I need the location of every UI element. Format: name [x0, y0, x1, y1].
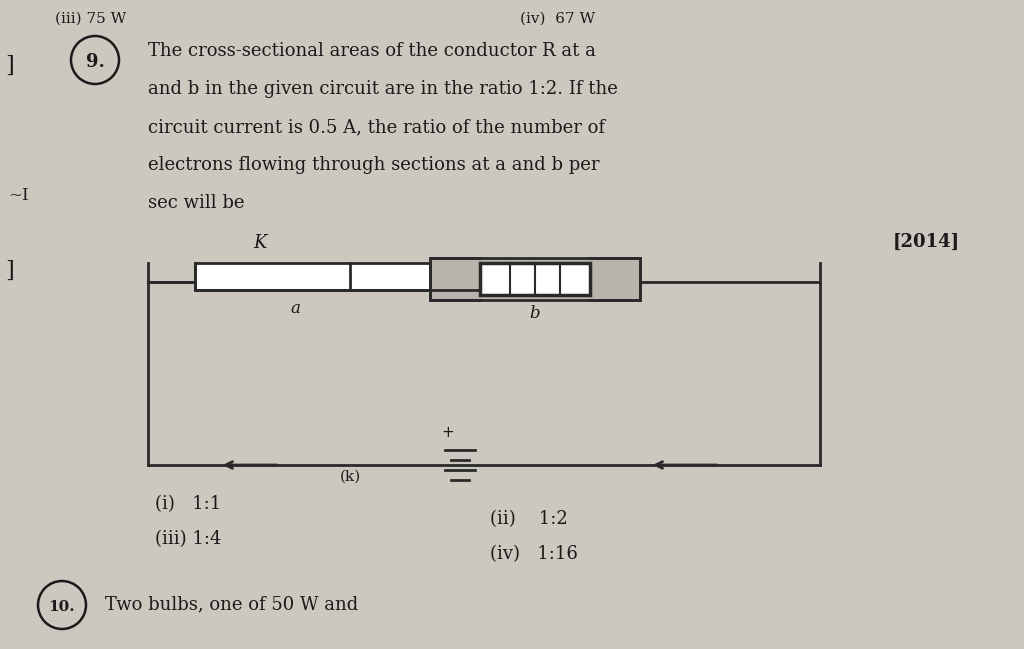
Bar	[195, 263, 430, 290]
Text: (k): (k)	[339, 470, 360, 484]
Text: ]: ]	[5, 55, 14, 77]
Text: (ii)    1:2: (ii) 1:2	[490, 510, 567, 528]
Text: 9.: 9.	[86, 53, 104, 71]
Text: sec will be: sec will be	[148, 194, 245, 212]
Text: ]: ]	[5, 260, 14, 282]
Text: (iii) 75 W: (iii) 75 W	[55, 12, 126, 26]
Text: (iv)   1:16: (iv) 1:16	[490, 545, 578, 563]
Text: a: a	[290, 300, 300, 317]
Text: Two bulbs, one of 50 W and: Two bulbs, one of 50 W and	[105, 595, 358, 613]
Text: (iii) 1:4: (iii) 1:4	[155, 530, 221, 548]
Text: ~I: ~I	[8, 186, 29, 204]
Text: [2014]: [2014]	[893, 233, 961, 251]
Text: (i)   1:1: (i) 1:1	[155, 495, 221, 513]
Text: electrons flowing through sections at a and b per: electrons flowing through sections at a …	[148, 156, 599, 174]
Bar	[480, 263, 590, 295]
Text: (iv)  67 W: (iv) 67 W	[520, 12, 595, 26]
Bar	[430, 258, 640, 300]
Text: The cross-sectional areas of the conductor R at a: The cross-sectional areas of the conduct…	[148, 42, 596, 60]
Text: K: K	[253, 234, 266, 252]
Text: and b in the given circuit are in the ratio 1:2. If the: and b in the given circuit are in the ra…	[148, 80, 617, 98]
Text: b: b	[529, 305, 541, 322]
Text: circuit current is 0.5 A, the ratio of the number of: circuit current is 0.5 A, the ratio of t…	[148, 118, 605, 136]
Text: 10.: 10.	[49, 600, 76, 614]
Text: +: +	[441, 425, 455, 440]
